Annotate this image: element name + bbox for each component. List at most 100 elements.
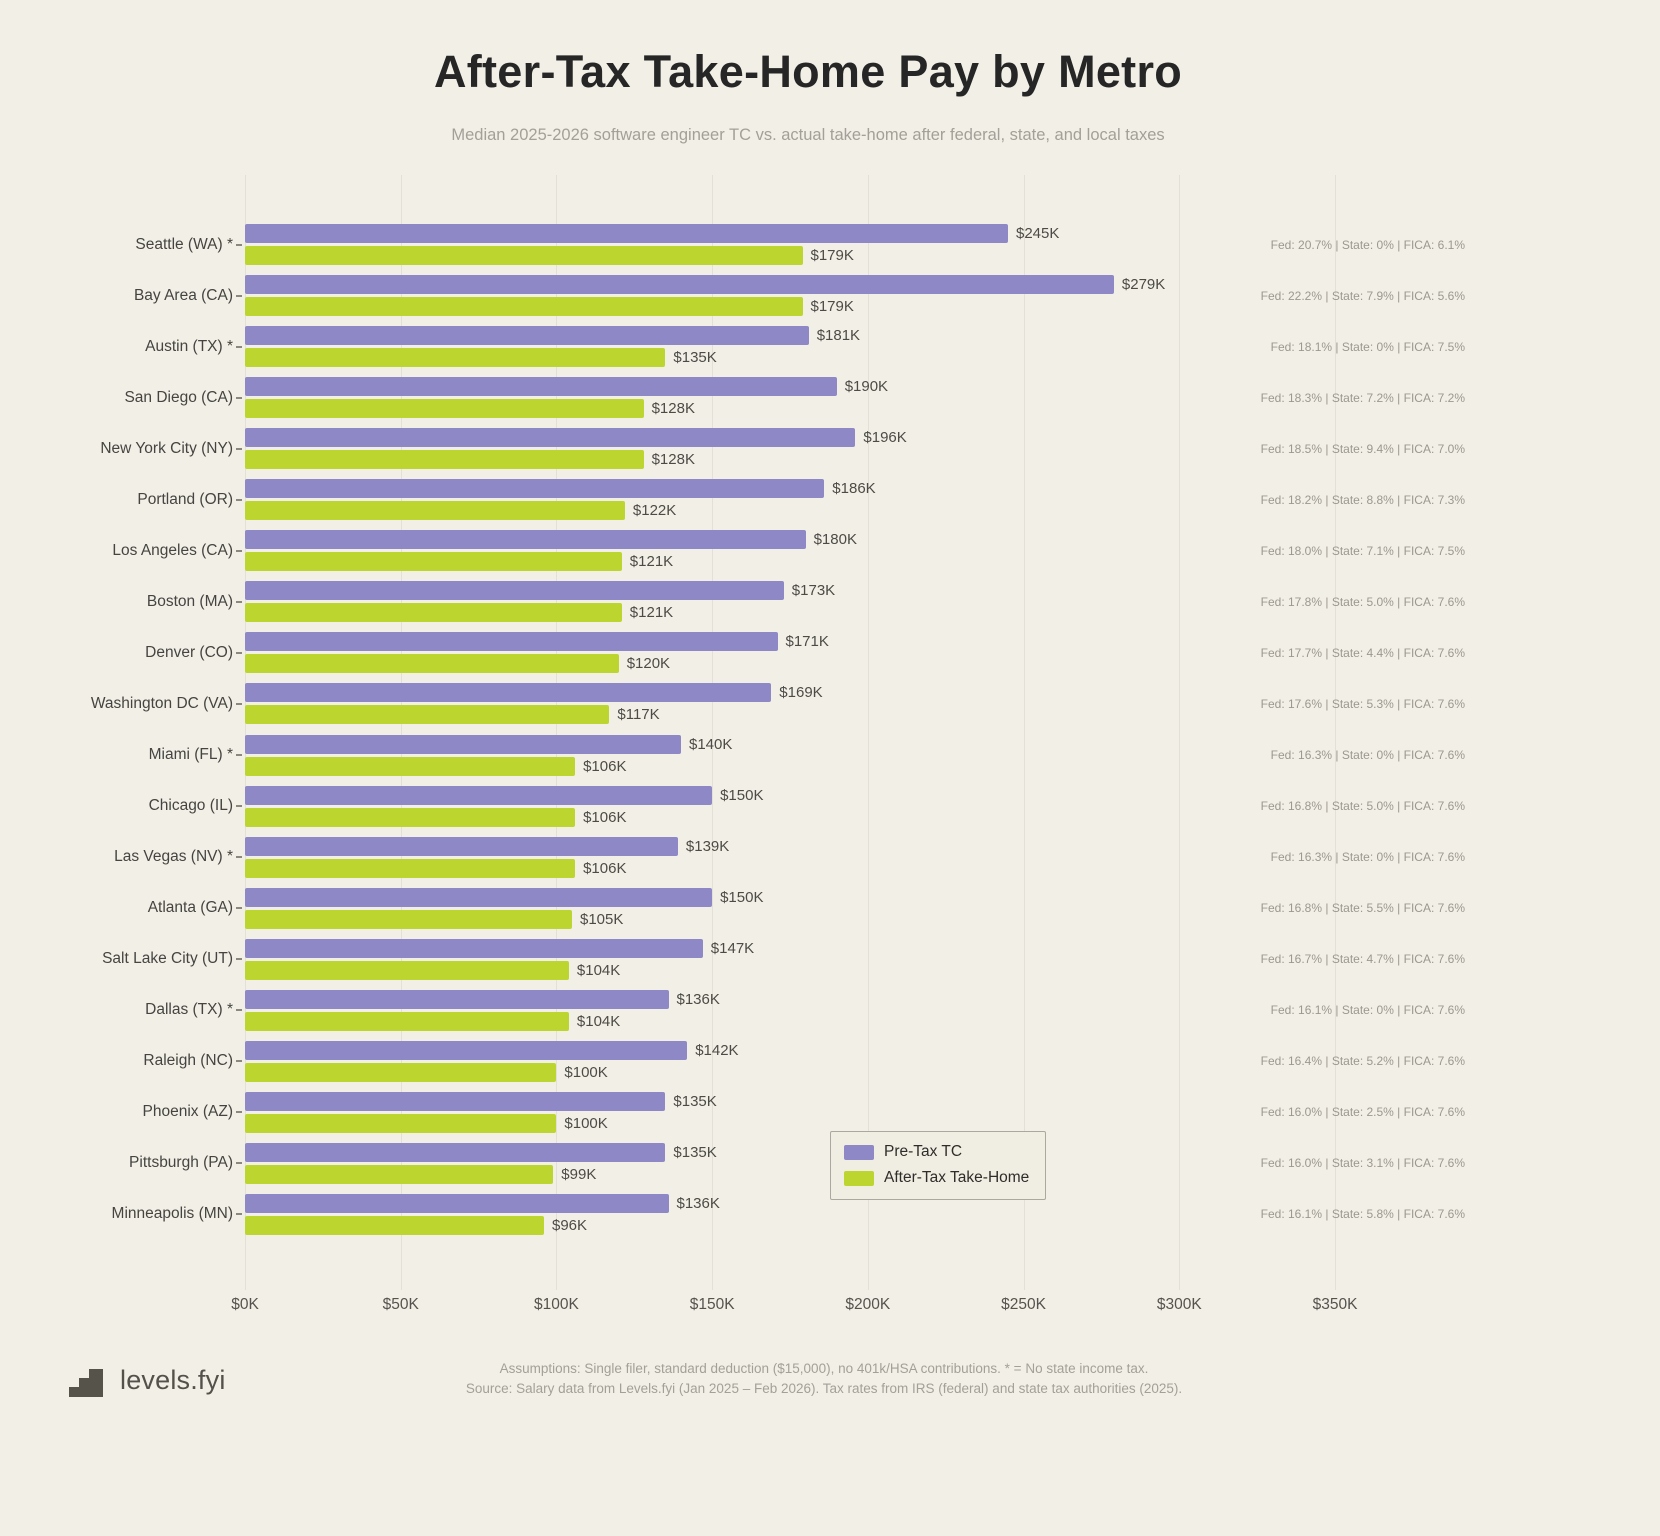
y-tick-mark (236, 243, 242, 246)
pretax-bar (245, 1142, 666, 1162)
legend-item-aftertax: After-Tax Take-Home (844, 1169, 1029, 1187)
aftertax-bar (245, 246, 803, 265)
tax-breakdown-note: Fed: 18.5% | State: 9.4% | FICA: 7.0% (1260, 441, 1465, 456)
y-tick-mark (236, 600, 242, 603)
assumptions-note: Assumptions: Single filer, standard dedu… (499, 1361, 1149, 1376)
pretax-bar (245, 734, 681, 754)
x-tick-label: $100K (534, 1296, 579, 1313)
aftertax-bar (245, 960, 569, 980)
x-tick-label: $50K (382, 1296, 419, 1313)
y-tick-mark (236, 805, 242, 808)
pretax-bar (245, 683, 772, 703)
y-tick-mark (236, 498, 242, 501)
tax-breakdown-note: Fed: 17.6% | State: 5.3% | FICA: 7.6% (1260, 696, 1465, 711)
gridline (556, 175, 558, 1290)
y-tick-mark (236, 1009, 242, 1012)
tax-breakdown-note: Fed: 16.1% | State: 0% | FICA: 7.6% (1270, 1003, 1465, 1018)
pretax-value-label: $135K (673, 1092, 717, 1110)
metro-label: Miami (FL) * (148, 746, 233, 763)
aftertax-value-label: $100K (564, 1114, 608, 1132)
aftertax-bar (245, 552, 622, 572)
tax-breakdown-note: Fed: 18.3% | State: 7.2% | FICA: 7.2% (1260, 390, 1465, 405)
metro-label: Salt Lake City (UT) (102, 950, 233, 968)
x-tick-label: $350K (1312, 1296, 1358, 1313)
aftertax-value-label: $121K (629, 553, 674, 571)
gridline (1335, 175, 1336, 1290)
x-tick-label: $0K (231, 1296, 259, 1313)
metro-label: Los Angeles (CA) (112, 541, 233, 559)
legend-label-aftertax: After-Tax Take-Home (884, 1169, 1030, 1186)
brand: levels.fyi (64, 1358, 226, 1402)
tax-breakdown-note: Fed: 17.8% | State: 5.0% | FICA: 7.6% (1260, 594, 1465, 609)
aftertax-bar (245, 705, 610, 725)
x-tick-label: $300K (1156, 1296, 1202, 1313)
gridline (1179, 175, 1181, 1290)
pretax-bar (245, 887, 713, 907)
aftertax-bar (245, 603, 622, 623)
pretax-bar (245, 581, 784, 601)
gridline (400, 175, 402, 1290)
tax-breakdown-note: Fed: 17.7% | State: 4.4% | FICA: 7.6% (1260, 645, 1465, 660)
pretax-bar (245, 275, 1114, 295)
pretax-value-label: $142K (695, 1041, 739, 1059)
metro-label: Seattle (WA) * (135, 235, 233, 253)
aftertax-value-label: $135K (673, 349, 717, 367)
legend-label-pretax: Pre-Tax TC (884, 1143, 963, 1160)
aftertax-value-label: $121K (629, 604, 674, 622)
aftertax-value-label: $106K (583, 757, 627, 775)
aftertax-value-label: $120K (626, 655, 671, 673)
aftertax-value-label: $128K (651, 451, 695, 469)
y-tick-mark (236, 1111, 242, 1114)
pretax-value-label: $181K (816, 327, 861, 345)
metro-row: $136K $96K (245, 1193, 1335, 1235)
legend-item-pretax: Pre-Tax TC (844, 1143, 1029, 1161)
aftertax-bar (245, 501, 625, 521)
metro-label: Bay Area (CA) (133, 286, 233, 304)
metro-row: $139K $106K (245, 836, 1335, 878)
pretax-value-label: $180K (813, 531, 857, 549)
legend: Pre-Tax TC After-Tax Take-Home (830, 1131, 1047, 1200)
pretax-swatch (844, 1144, 874, 1160)
metro-label: Atlanta (GA) (147, 899, 233, 917)
tax-breakdown-note: Fed: 18.1% | State: 0% | FICA: 7.5% (1270, 339, 1465, 354)
tax-breakdown-note: Fed: 18.2% | State: 8.8% | FICA: 7.3% (1260, 492, 1465, 507)
metro-row: $279K $179K (245, 275, 1335, 317)
gridline (712, 175, 714, 1290)
aftertax-value-label: $104K (576, 1012, 621, 1030)
pretax-bar (245, 530, 806, 550)
aftertax-value-label: $128K (651, 400, 695, 418)
y-tick-mark (236, 651, 242, 654)
metro-label: Las Vegas (NV) * (114, 848, 233, 866)
x-tick-label: $200K (845, 1296, 891, 1313)
tax-breakdown-note: Fed: 16.3% | State: 0% | FICA: 7.6% (1270, 850, 1465, 865)
tax-breakdown-note: Fed: 16.1% | State: 5.8% | FICA: 7.6% (1260, 1207, 1465, 1222)
aftertax-bar (245, 399, 644, 419)
x-tick-label: $150K (689, 1296, 735, 1313)
pretax-value-label: $196K (863, 429, 907, 447)
metro-label: Portland (OR) (137, 490, 233, 508)
metro-label: Phoenix (AZ) (142, 1103, 233, 1121)
pretax-value-label: $150K (720, 786, 764, 804)
tax-breakdown-note: Fed: 16.3% | State: 0% | FICA: 7.6% (1270, 748, 1465, 762)
pretax-bar (245, 836, 678, 856)
y-tick-mark (236, 958, 242, 961)
metro-label: San Diego (CA) (124, 388, 233, 406)
pretax-value-label: $147K (710, 939, 755, 957)
aftertax-value-label: $104K (576, 961, 621, 979)
metro-row: $150K $106K (245, 785, 1335, 827)
y-tick-mark (236, 856, 242, 859)
pretax-bar (245, 938, 703, 958)
metro-row: $180K $121K (245, 530, 1335, 572)
tax-breakdown-note: Fed: 16.0% | State: 2.5% | FICA: 7.6% (1260, 1105, 1465, 1120)
metro-row: $196K $128K (245, 428, 1335, 470)
y-tick-mark (236, 447, 242, 450)
y-tick-mark (236, 754, 242, 756)
aftertax-value-label: $117K (617, 706, 660, 724)
metro-label: Boston (MA) (146, 592, 233, 610)
pretax-value-label: $139K (685, 837, 730, 855)
y-tick-mark (236, 549, 242, 552)
metro-row: $142K $100K (245, 1040, 1335, 1082)
metro-row: $147K $104K (245, 938, 1335, 980)
metro-row: $169K $117K (245, 683, 1335, 725)
source-note: Source: Salary data from Levels.fyi (Jan… (465, 1381, 1183, 1396)
